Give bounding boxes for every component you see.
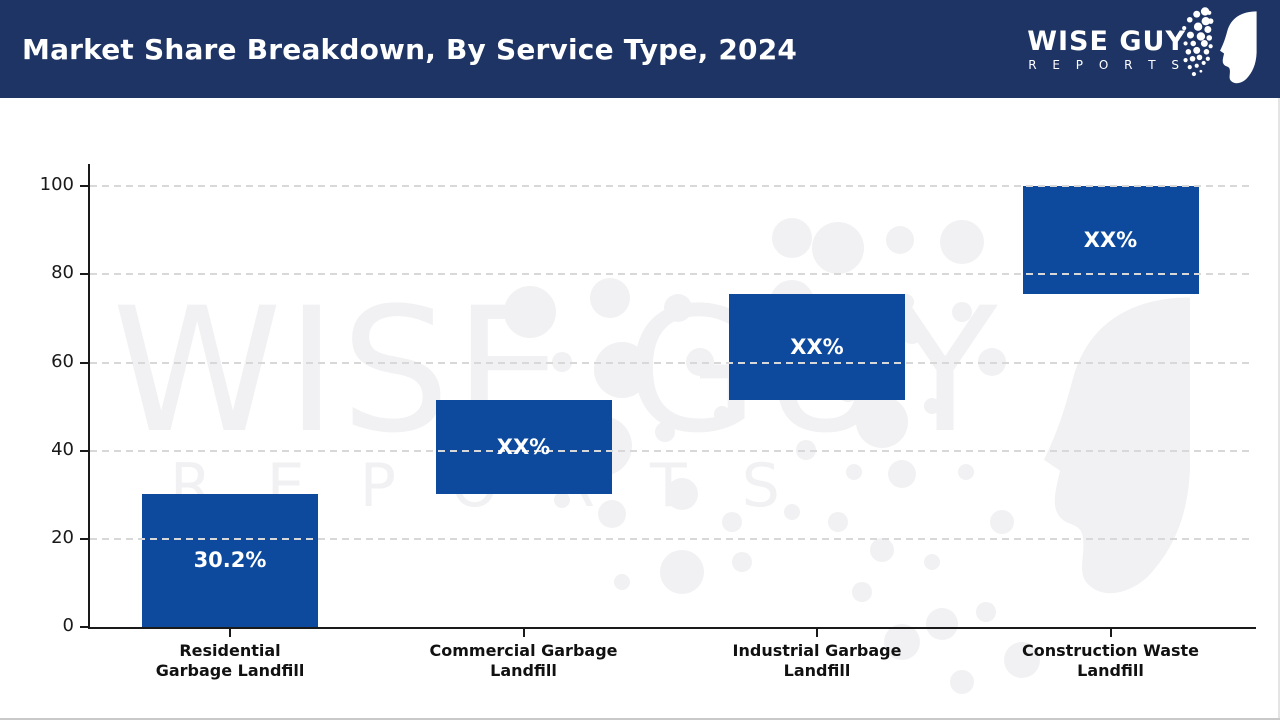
brand-name: WISE GUY: [1027, 25, 1186, 57]
page-title: Market Share Breakdown, By Service Type,…: [22, 32, 798, 66]
dotted-head-icon: [1182, 7, 1257, 84]
watermark-reports: R E P O R T S: [170, 451, 798, 521]
brand-subtitle: R E P O R T S: [1028, 57, 1185, 72]
right-edge-line: [1278, 98, 1280, 718]
watermark-face-icon: [1044, 297, 1190, 594]
bottom-edge-line: [0, 718, 1280, 720]
brand-logo: WISE GUY R E P O R T S: [1027, 7, 1258, 91]
brand-wordmark: WISE GUY R E P O R T S: [1027, 28, 1186, 71]
header-band: Market Share Breakdown, By Service Type,…: [0, 0, 1280, 98]
